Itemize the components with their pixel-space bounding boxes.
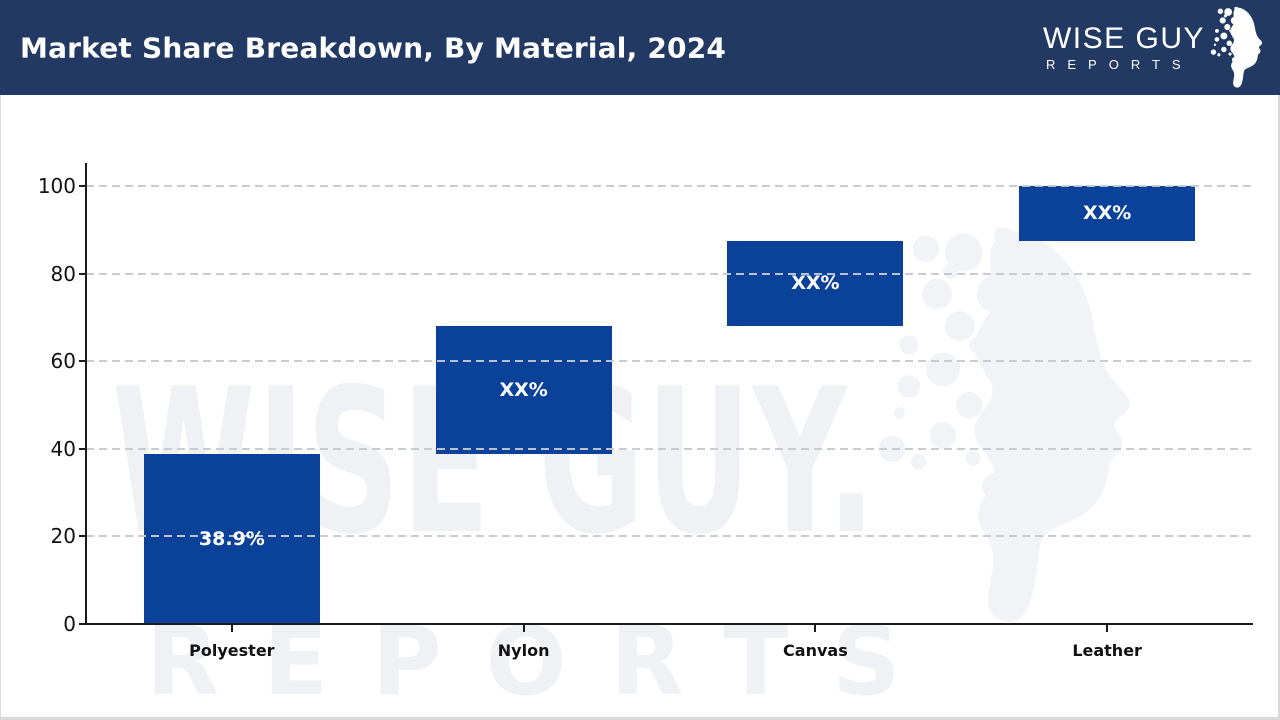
page-title: Market Share Breakdown, By Material, 202…	[20, 31, 727, 64]
x-tick-mark	[814, 625, 817, 632]
x-tick-mark	[1106, 625, 1109, 632]
header-bar: Market Share Breakdown, By Material, 202…	[0, 0, 1280, 95]
bar-nylon	[435, 326, 612, 454]
gridline	[86, 360, 1253, 363]
y-tick-label: 100	[37, 174, 76, 198]
y-tick-label: 20	[50, 524, 76, 549]
page-border-right	[1278, 95, 1280, 720]
x-axis-label-canvas: Canvas	[783, 641, 848, 660]
bar-canvas	[727, 240, 904, 327]
gridline	[86, 272, 1253, 275]
logo-text: WISE GUY REPORTS	[1042, 21, 1205, 72]
y-tick-label: 40	[50, 436, 76, 461]
bar-value-label-canvas: XX%	[791, 272, 840, 295]
x-axis-label-polyester: Polyester	[189, 641, 275, 660]
logo-head-icon	[1206, 7, 1268, 88]
y-tick-mark	[79, 623, 87, 625]
bar-value-label-nylon: XX%	[499, 378, 548, 401]
y-tick-mark	[79, 272, 87, 275]
x-axis-label-nylon: Nylon	[497, 641, 550, 660]
bar-value-label-leather: XX%	[1082, 202, 1132, 225]
bar-leather	[1019, 186, 1196, 241]
gridline	[86, 447, 1253, 450]
y-axis-spine	[85, 163, 87, 624]
y-tick-label: 80	[50, 261, 76, 286]
y-tick-mark	[79, 535, 87, 538]
logo-subtext: REPORTS	[1045, 56, 1193, 72]
x-axis-label-leather: Leather	[1072, 641, 1142, 660]
gridline	[86, 535, 1253, 538]
gridline	[86, 185, 1253, 187]
bar-value-label-polyester: 38.9%	[198, 527, 265, 550]
y-tick-mark	[79, 447, 87, 450]
x-tick-mark	[230, 625, 233, 632]
wiseguy-logo: WISE GUY REPORTS	[1043, 5, 1268, 90]
watermark-subtext: REPORTS	[146, 607, 945, 717]
bar-polyester	[143, 453, 320, 624]
y-tick-mark	[79, 185, 87, 187]
x-axis-spine	[85, 623, 1253, 625]
y-tick-mark	[79, 360, 87, 363]
page-border-bottom	[0, 717, 1280, 720]
y-tick-label: 0	[63, 612, 76, 636]
page-border-left	[0, 95, 1, 720]
logo-wordmark: WISE GUY	[1042, 21, 1205, 55]
y-tick-label: 60	[50, 349, 76, 374]
x-tick-mark	[522, 625, 525, 632]
